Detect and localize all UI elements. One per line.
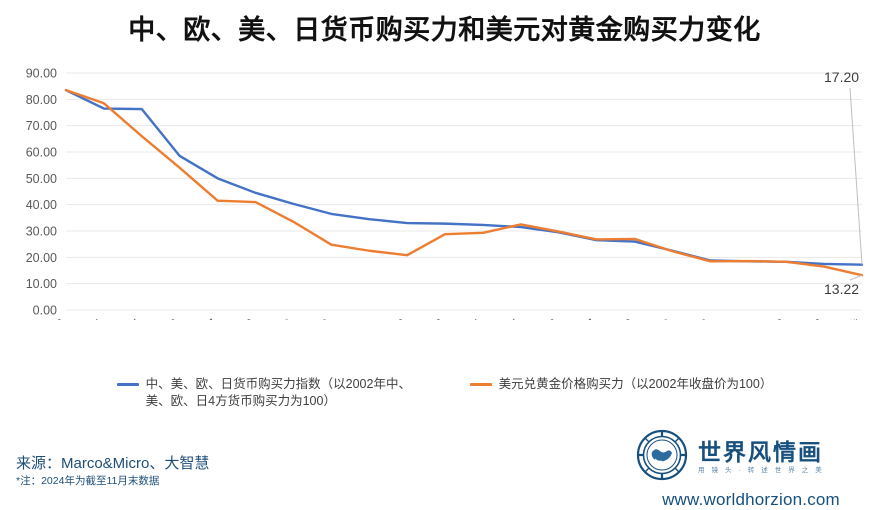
y-axis-tick-label: 30.00: [26, 225, 57, 239]
x-axis-tick-label: 2012: [380, 316, 410, 320]
x-axis-tick-label: 2014: [456, 316, 486, 320]
x-axis-tick-label: 2015: [493, 316, 523, 320]
x-axis-tick-label: 2017: [569, 316, 599, 320]
brand-row: 世界风情画 用 镜 头 · 转 述 世 界 之 美: [635, 428, 867, 487]
leader-line: [849, 87, 863, 265]
leader-line: [849, 274, 863, 281]
x-axis-tick-label: 2004: [76, 316, 106, 320]
page-title: 中、欧、美、日货币购买力和美元对黄金购买力变化: [128, 15, 761, 45]
x-axis-tick-label: 2008: [228, 316, 258, 320]
brand-tagline: 用 镜 头 · 转 述 世 界 之 美: [698, 467, 825, 474]
brand-text-column: 世界风情画 用 镜 头 · 转 述 世 界 之 美: [698, 440, 824, 475]
x-axis-tick-label: 2021: [721, 316, 751, 320]
y-axis-tick-label: 0.00: [33, 304, 57, 318]
brand-url: www.worldhorzion.com: [662, 490, 840, 509]
x-axis-tick-label: 2011: [342, 316, 371, 320]
legend-swatch-blue: [116, 383, 139, 386]
series-line-1: [64, 88, 864, 277]
y-axis-tick-label: 60.00: [26, 146, 57, 160]
y-axis-tick-label: 50.00: [26, 172, 57, 186]
chart-legend: 中、美、欧、日货币购买力指数（以2002年中、美、欧、日4方货币购买力为100）…: [0, 376, 889, 410]
x-axis-tick-label: 2024*: [831, 316, 864, 320]
legend-swatch-orange: [469, 383, 492, 386]
x-axis-tick-label: 2020: [683, 316, 713, 320]
source-text: 来源：Marco&Micro、大智慧: [16, 455, 210, 472]
brand-watermark: 世界风情画 用 镜 头 · 转 述 世 界 之 美 www.worldhorzi…: [635, 428, 867, 509]
y-axis-tick-labels: 90.00 80.00 70.00 60.00 50.00 40.00 30.00 20.00…: [26, 67, 57, 318]
y-axis-tick-label: 20.00: [26, 251, 57, 265]
x-axis-tick-label: 2010: [304, 316, 334, 320]
footnote-text: *注：2024年为截至11月末数据: [16, 475, 160, 487]
y-axis-tick-label: 90.00: [26, 67, 57, 81]
x-axis-tick-label: 2016: [531, 316, 561, 320]
legend-item-gold-purchasing-power: 美元兑黄金价格购买力（以2002年收盘价为100）: [469, 376, 773, 393]
gridlines-group: [66, 72, 862, 311]
x-axis-tick-label: 2022: [759, 316, 789, 320]
x-axis-tick-label: 2009: [266, 316, 296, 320]
y-axis-tick-label: 70.00: [26, 119, 57, 133]
end-value-label-1: 13.22: [824, 281, 859, 297]
legend-label-currency-index: 中、美、欧、日货币购买力指数（以2002年中、美、欧、日4方货币购买力为100）: [145, 377, 411, 408]
brand-name: 世界风情画: [698, 439, 823, 465]
y-axis-tick-label: 40.00: [26, 198, 57, 212]
chart-plot-area: 90.00 80.00 70.00 60.00 50.00 40.00 30.00 20.00…: [0, 60, 889, 321]
data-series-group: [64, 88, 864, 277]
x-axis-tick-labels: 2003200420052006200720082009201020112012…: [39, 316, 865, 320]
x-axis-tick-label: 2005: [114, 316, 144, 320]
x-axis-tick-label: 2019: [645, 316, 675, 320]
end-value-labels-group: 17.20 13.22: [824, 69, 863, 297]
y-axis-tick-label: 10.00: [26, 277, 57, 291]
end-value-label-0: 17.20: [824, 69, 859, 85]
line-chart-svg: 90.00 80.00 70.00 60.00 50.00 40.00 30.00 20.00…: [26, 67, 865, 321]
legend-item-currency-index: 中、美、欧、日货币购买力指数（以2002年中、美、欧、日4方货币购买力为100）: [116, 376, 436, 410]
x-axis-tick-label: 2018: [607, 316, 637, 320]
compass-globe-icon: [635, 428, 689, 487]
legend-label-gold-purchasing-power: 美元兑黄金价格购买力（以2002年收盘价为100）: [498, 377, 773, 391]
x-axis-tick-label: 2007: [190, 316, 220, 320]
x-axis-tick-label: 2023: [797, 316, 827, 320]
y-axis-tick-label: 80.00: [26, 93, 57, 107]
x-axis-tick-label: 2006: [152, 316, 182, 320]
series-line-0: [64, 88, 864, 266]
